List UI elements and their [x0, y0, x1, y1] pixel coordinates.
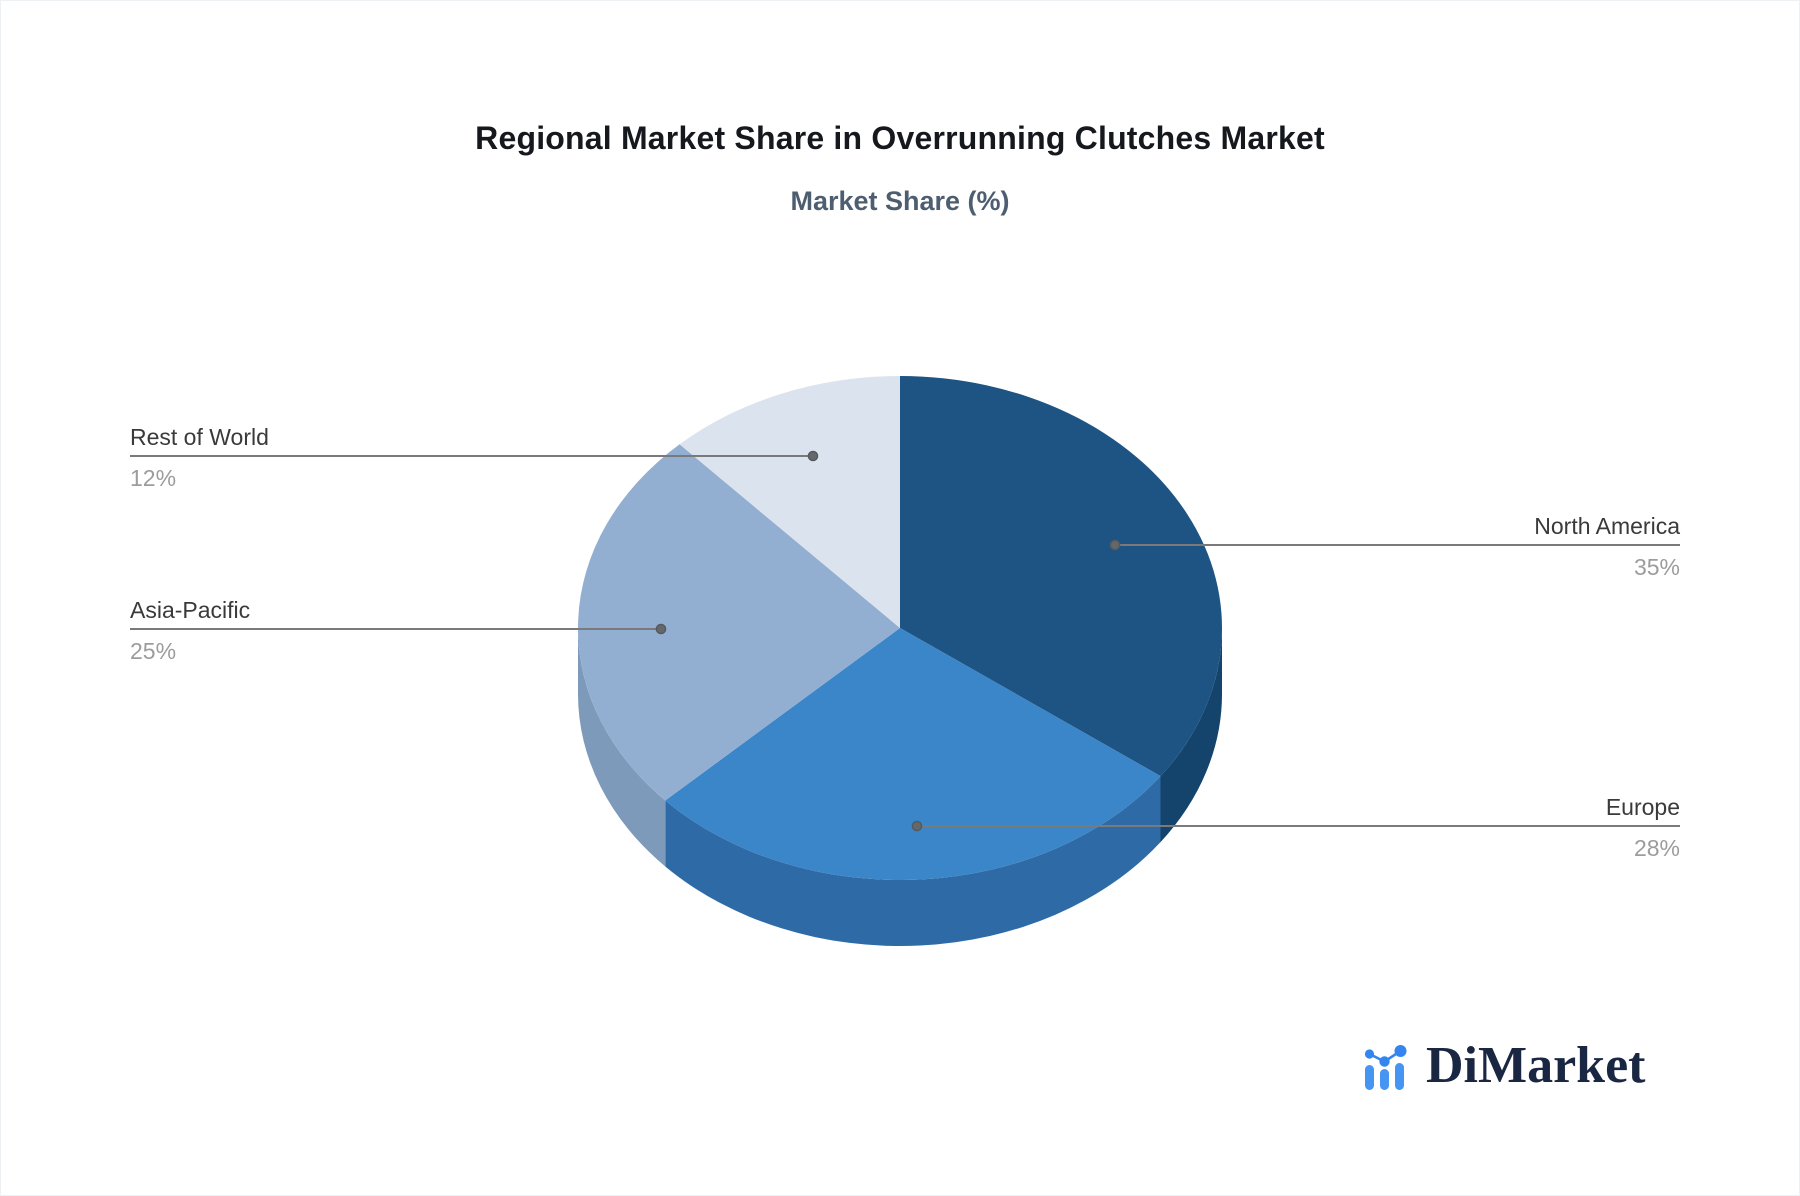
- slice-label-asia-pacific: Asia-Pacific: [130, 597, 251, 623]
- chart-title: Regional Market Share in Overrunning Clu…: [475, 120, 1325, 156]
- brand-logo: DiMarket: [1360, 1040, 1645, 1096]
- brand-name: DiMarket: [1426, 1037, 1646, 1094]
- slice-label-europe: Europe: [1605, 794, 1680, 820]
- chart-subtitle: Market Share (%): [790, 186, 1010, 216]
- slice-value-asia-pacific: 25%: [130, 638, 177, 664]
- slice-label-rest-of-world: Rest of World: [130, 424, 269, 450]
- slice-value-rest-of-world: 12%: [130, 465, 177, 491]
- slice-value-north-america: 35%: [1633, 554, 1680, 580]
- bar-line-chart-icon: [1364, 1045, 1407, 1090]
- slice-label-north-america: North America: [1534, 513, 1680, 539]
- slice-value-europe: 28%: [1633, 835, 1680, 861]
